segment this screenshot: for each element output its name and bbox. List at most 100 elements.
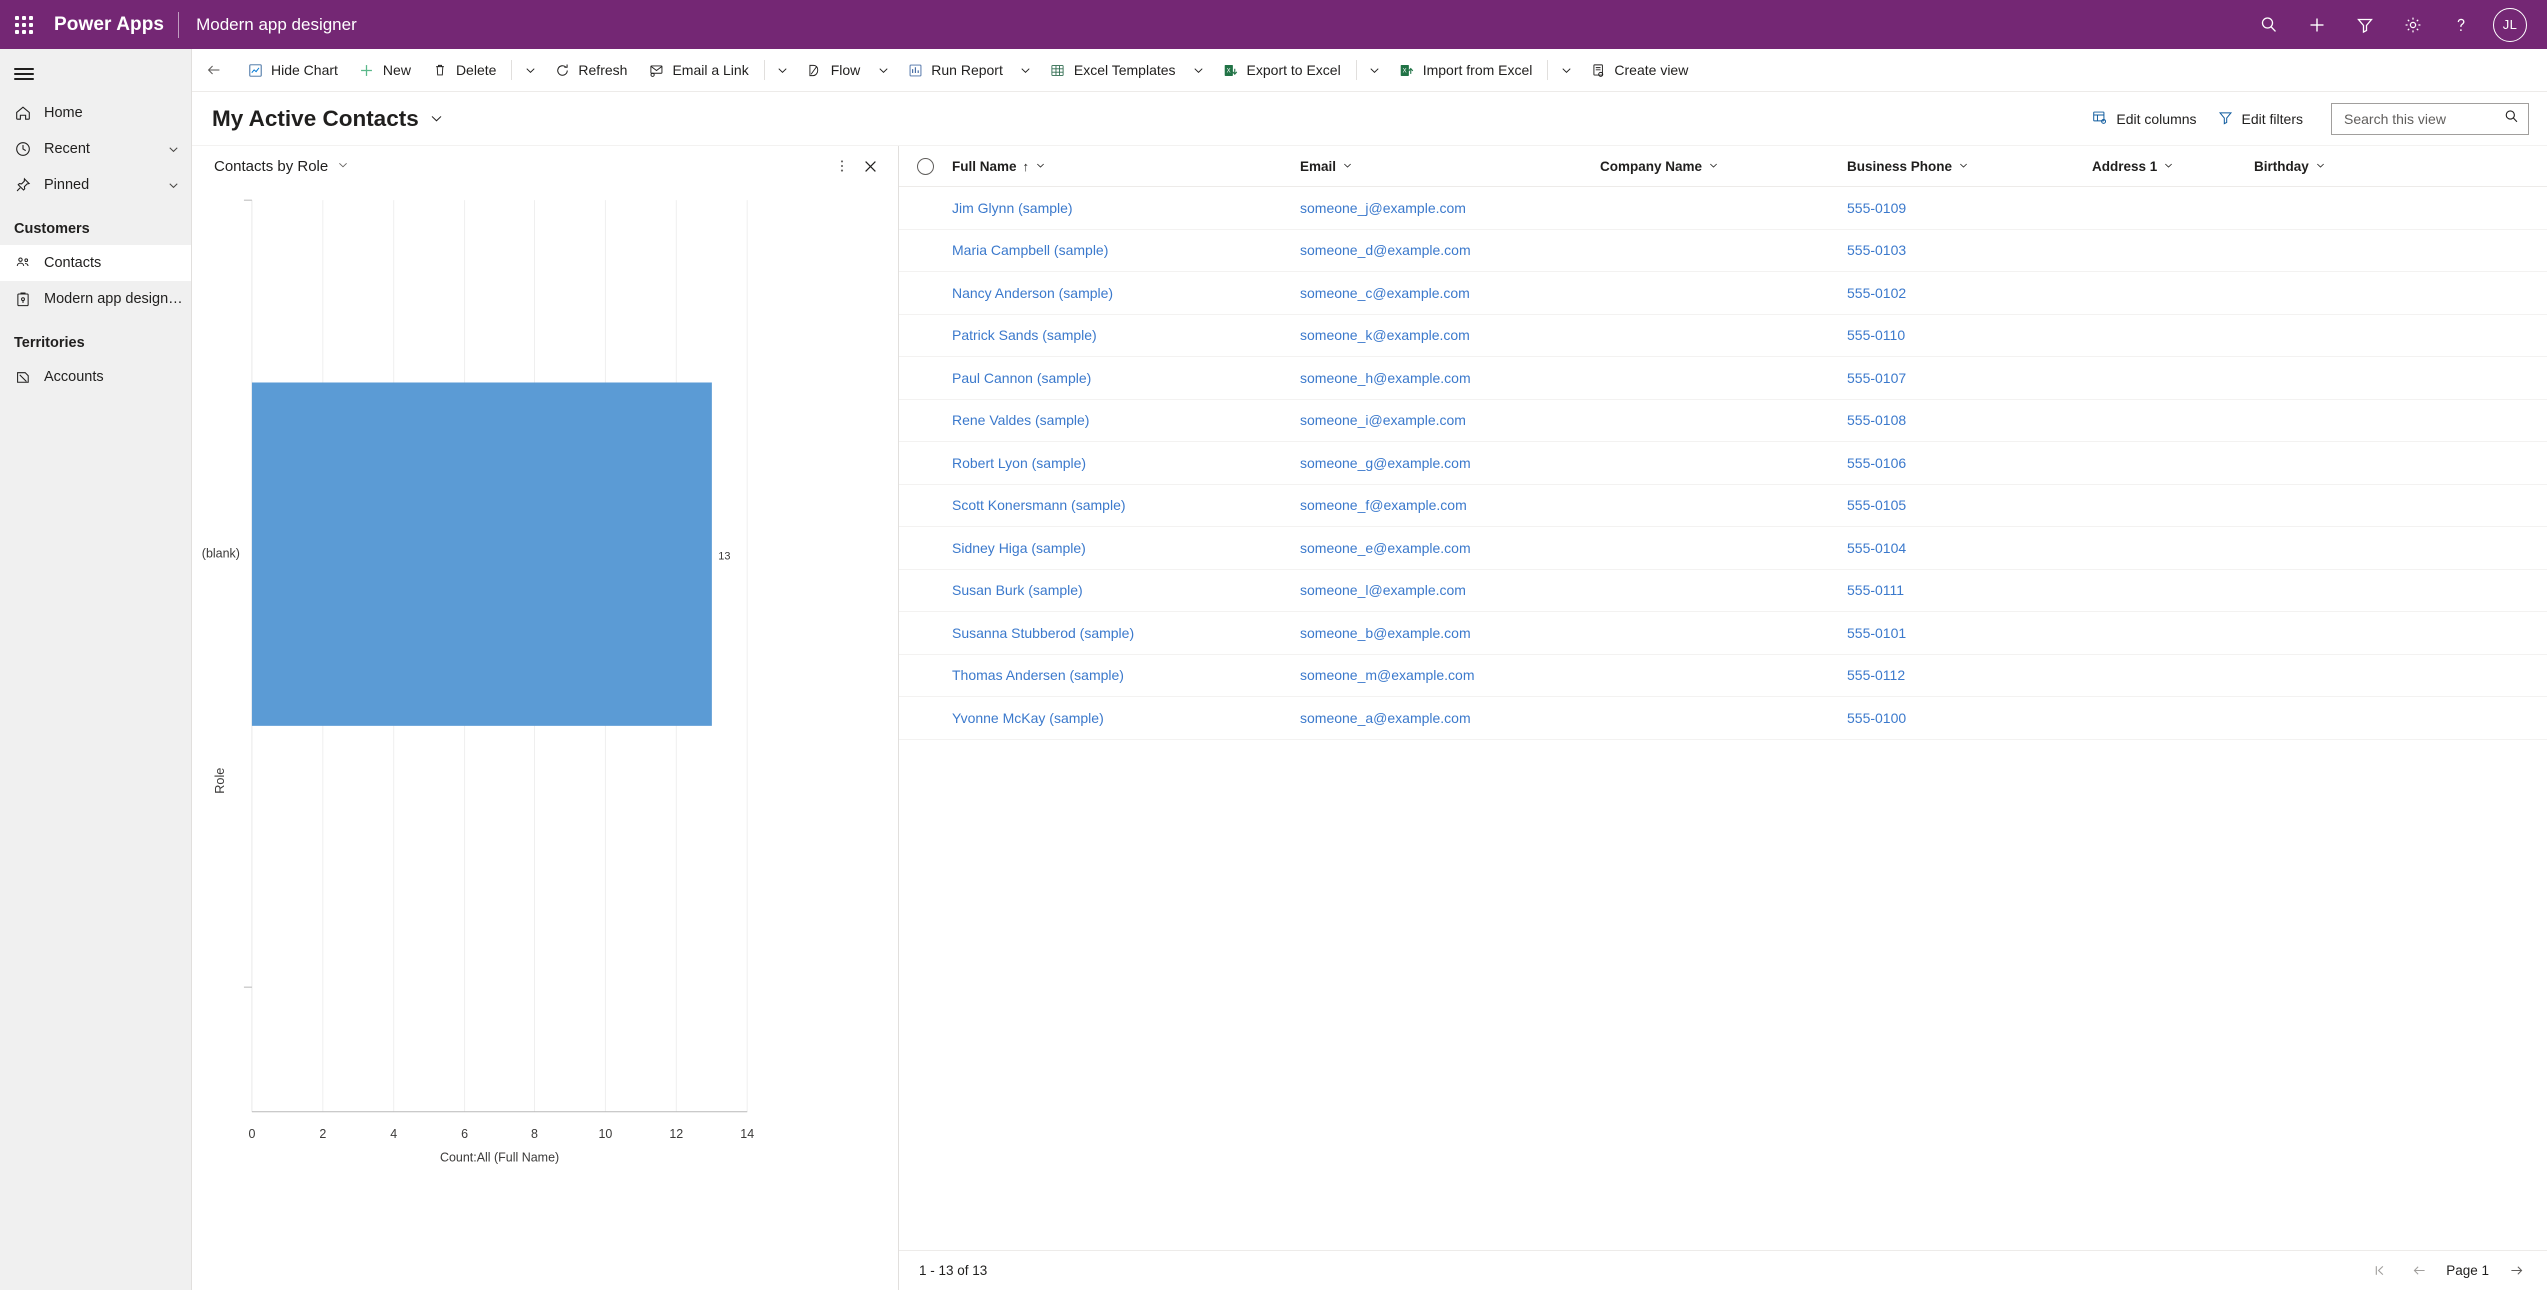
- business-phone-value[interactable]: 555-0105: [1847, 497, 1907, 514]
- full-name-value[interactable]: Susanna Stubberod (sample): [952, 624, 1135, 641]
- sidebar-item-pinned[interactable]: Pinned: [0, 167, 191, 203]
- business-phone-value[interactable]: 555-0110: [1847, 327, 1906, 344]
- cell-full-name[interactable]: Rene Valdes (sample): [952, 412, 1300, 428]
- excel-templates-button[interactable]: Excel Templates: [1039, 52, 1186, 88]
- table-row[interactable]: Robert Lyon (sample) someone_g@example.co…: [899, 442, 2547, 485]
- cell-full-name[interactable]: Susanna Stubberod (sample): [952, 625, 1300, 641]
- cell-business-phone[interactable]: 555-0109: [1847, 200, 2092, 216]
- chevron-down-icon[interactable]: [1035, 159, 1046, 174]
- cell-full-name[interactable]: Yvonne McKay (sample): [952, 710, 1300, 726]
- cell-business-phone[interactable]: 555-0112: [1847, 667, 2092, 683]
- cell-business-phone[interactable]: 555-0102: [1847, 285, 2092, 301]
- table-row[interactable]: Patrick Sands (sample) someone_k@example.…: [899, 315, 2547, 357]
- column-header-birthday[interactable]: Birthday: [2254, 146, 2547, 186]
- chevron-down-icon[interactable]: [1708, 159, 1719, 174]
- hamburger-menu-icon[interactable]: [0, 53, 191, 95]
- cell-email[interactable]: someone_a@example.com: [1300, 710, 1600, 726]
- business-phone-value[interactable]: 555-0104: [1847, 539, 1907, 556]
- cell-email[interactable]: someone_d@example.com: [1300, 242, 1600, 258]
- business-phone-value[interactable]: 555-0103: [1847, 242, 1907, 259]
- export-excel-chevron-down-icon[interactable]: [1362, 52, 1388, 88]
- email-value[interactable]: someone_h@example.com: [1300, 369, 1471, 386]
- sidebar-item-accounts[interactable]: Accounts: [0, 359, 191, 395]
- business-phone-value[interactable]: 555-0101: [1847, 624, 1907, 641]
- cell-email[interactable]: someone_h@example.com: [1300, 370, 1600, 386]
- cell-email[interactable]: someone_l@example.com: [1300, 582, 1600, 598]
- first-page-button[interactable]: [2366, 1258, 2392, 1284]
- cell-full-name[interactable]: Patrick Sands (sample): [952, 327, 1300, 343]
- table-row[interactable]: Rene Valdes (sample) someone_i@example.co…: [899, 400, 2547, 442]
- full-name-value[interactable]: Robert Lyon (sample): [952, 454, 1087, 471]
- cell-business-phone[interactable]: 555-0106: [1847, 455, 2092, 471]
- cell-full-name[interactable]: Susan Burk (sample): [952, 582, 1300, 598]
- cell-business-phone[interactable]: 555-0105: [1847, 497, 2092, 513]
- cell-business-phone[interactable]: 555-0103: [1847, 242, 2092, 258]
- search-icon[interactable]: [2245, 0, 2293, 49]
- column-header-email[interactable]: Email: [1300, 146, 1600, 186]
- cell-full-name[interactable]: Robert Lyon (sample): [952, 455, 1300, 471]
- email-overflow-chevron-down-icon[interactable]: [770, 52, 796, 88]
- create-view-button[interactable]: Create view: [1579, 52, 1698, 88]
- full-name-value[interactable]: Jim Glynn (sample): [952, 199, 1073, 216]
- business-phone-value[interactable]: 555-0108: [1847, 412, 1907, 429]
- select-all-circle-icon[interactable]: [917, 157, 934, 175]
- business-phone-value[interactable]: 555-0102: [1847, 284, 1907, 301]
- cell-business-phone[interactable]: 555-0101: [1847, 625, 2092, 641]
- cell-full-name[interactable]: Sidney Higa (sample): [952, 540, 1300, 556]
- excel-templates-chevron-down-icon[interactable]: [1186, 52, 1212, 88]
- avatar[interactable]: JL: [2493, 7, 2527, 42]
- cell-email[interactable]: someone_i@example.com: [1300, 412, 1600, 428]
- table-row[interactable]: Susanna Stubberod (sample) someone_b@exam…: [899, 612, 2547, 655]
- email-value[interactable]: someone_b@example.com: [1300, 624, 1471, 641]
- filter-icon[interactable]: [2341, 0, 2389, 49]
- cell-email[interactable]: someone_j@example.com: [1300, 200, 1600, 216]
- table-row[interactable]: Maria Campbell (sample) someone_d@example…: [899, 230, 2547, 272]
- business-phone-value[interactable]: 555-0109: [1847, 199, 1907, 216]
- table-row[interactable]: Susan Burk (sample) someone_l@example.com…: [899, 570, 2547, 612]
- full-name-value[interactable]: Rene Valdes (sample): [952, 412, 1090, 429]
- chevron-down-icon[interactable]: [2315, 159, 2326, 174]
- contacts-by-role-bar-chart[interactable]: 13 (blank) Role 0 2 4 6 8: [192, 186, 898, 1290]
- cell-email[interactable]: someone_e@example.com: [1300, 540, 1600, 556]
- email-value[interactable]: someone_k@example.com: [1300, 327, 1470, 344]
- cell-business-phone[interactable]: 555-0100: [1847, 710, 2092, 726]
- column-header-company-name[interactable]: Company Name: [1600, 146, 1847, 186]
- cell-email[interactable]: someone_k@example.com: [1300, 327, 1600, 343]
- chevron-down-icon[interactable]: [163, 143, 183, 156]
- chevron-down-icon[interactable]: [429, 106, 444, 132]
- delete-overflow-chevron-down-icon[interactable]: [517, 52, 543, 88]
- email-value[interactable]: someone_g@example.com: [1300, 454, 1471, 471]
- previous-page-button[interactable]: [2406, 1258, 2432, 1284]
- cell-email[interactable]: someone_b@example.com: [1300, 625, 1600, 641]
- back-arrow-icon[interactable]: [196, 52, 232, 88]
- search-icon[interactable]: [2503, 108, 2520, 130]
- cell-full-name[interactable]: Jim Glynn (sample): [952, 200, 1300, 216]
- full-name-value[interactable]: Susan Burk (sample): [952, 582, 1083, 599]
- business-phone-value[interactable]: 555-0100: [1847, 709, 1907, 726]
- email-value[interactable]: someone_m@example.com: [1300, 667, 1475, 684]
- cell-email[interactable]: someone_c@example.com: [1300, 285, 1600, 301]
- table-row[interactable]: Nancy Anderson (sample) someone_c@example…: [899, 272, 2547, 315]
- table-row[interactable]: Jim Glynn (sample) someone_j@example.com 5…: [899, 187, 2547, 230]
- full-name-value[interactable]: Yvonne McKay (sample): [952, 709, 1104, 726]
- table-row[interactable]: Scott Konersmann (sample) someone_f@examp…: [899, 485, 2547, 527]
- email-value[interactable]: someone_d@example.com: [1300, 242, 1471, 259]
- search-this-view-box[interactable]: [2331, 102, 2529, 135]
- table-row[interactable]: Yvonne McKay (sample) someone_a@example.c…: [899, 697, 2547, 740]
- cell-full-name[interactable]: Thomas Andersen (sample): [952, 667, 1300, 683]
- cell-business-phone[interactable]: 555-0108: [1847, 412, 2092, 428]
- import-from-excel-button[interactable]: X Import from Excel: [1388, 52, 1543, 88]
- full-name-value[interactable]: Maria Campbell (sample): [952, 242, 1109, 259]
- export-to-excel-button[interactable]: X Export to Excel: [1212, 52, 1351, 88]
- cell-email[interactable]: someone_m@example.com: [1300, 667, 1600, 683]
- run-report-button[interactable]: Run Report: [896, 52, 1013, 88]
- email-value[interactable]: someone_c@example.com: [1300, 284, 1470, 301]
- cell-business-phone[interactable]: 555-0110: [1847, 327, 2092, 343]
- app-launcher-icon[interactable]: [0, 0, 48, 49]
- search-input[interactable]: [2342, 109, 2503, 128]
- import-excel-chevron-down-icon[interactable]: [1553, 52, 1579, 88]
- full-name-value[interactable]: Nancy Anderson (sample): [952, 284, 1114, 301]
- business-phone-value[interactable]: 555-0112: [1847, 667, 1906, 684]
- column-header-business-phone[interactable]: Business Phone: [1847, 146, 2092, 186]
- help-icon[interactable]: [2437, 0, 2485, 49]
